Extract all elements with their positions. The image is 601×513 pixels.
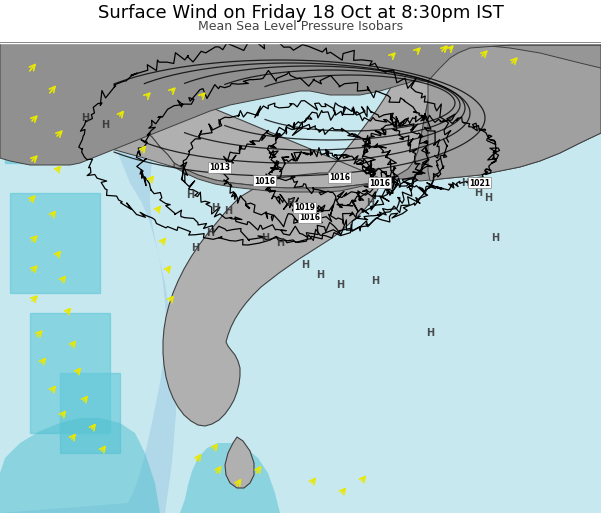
Text: H: H [101, 120, 109, 130]
Text: 1016: 1016 [370, 179, 391, 187]
Text: H: H [474, 188, 482, 198]
Text: 1013: 1013 [210, 164, 231, 172]
Text: H: H [366, 198, 374, 208]
Polygon shape [0, 45, 174, 167]
Text: Surface Wind on Friday 18 Oct at 8:30pm IST: Surface Wind on Friday 18 Oct at 8:30pm … [98, 4, 504, 22]
Text: 1016: 1016 [254, 176, 275, 186]
Text: H: H [191, 243, 199, 253]
Text: H: H [261, 233, 269, 243]
Text: 1016: 1016 [299, 213, 320, 223]
Bar [0, 0, 601, 43]
Text: H: H [336, 280, 344, 290]
Text: H: H [426, 328, 434, 338]
Polygon shape [225, 437, 254, 488]
Text: H: H [276, 238, 284, 248]
Polygon shape [62, 45, 430, 426]
Polygon shape [0, 63, 176, 513]
Bar [10, 193, 100, 293]
Text: H: H [461, 178, 469, 188]
Polygon shape [0, 0, 601, 165]
Text: H: H [286, 198, 294, 208]
Text: H: H [206, 228, 214, 238]
Text: H: H [371, 276, 379, 286]
Bar [5, 83, 75, 163]
Text: H: H [491, 233, 499, 243]
Text: H: H [316, 270, 324, 280]
Text: 1016: 1016 [329, 173, 350, 183]
Polygon shape [174, 45, 601, 192]
Text: H: H [211, 203, 219, 213]
Polygon shape [180, 443, 280, 513]
Text: Mean Sea Level Pressure Isobars: Mean Sea Level Pressure Isobars [198, 21, 403, 33]
Text: H: H [301, 260, 309, 270]
Polygon shape [428, 45, 601, 181]
Bar [30, 313, 110, 433]
Text: H: H [224, 206, 232, 216]
Text: 1019: 1019 [294, 204, 316, 212]
Text: H: H [186, 190, 194, 200]
Polygon shape [0, 418, 160, 513]
Text: H: H [81, 113, 89, 123]
Text: H: H [484, 193, 492, 203]
Text: 1021: 1021 [469, 179, 490, 187]
Bar [60, 373, 120, 453]
